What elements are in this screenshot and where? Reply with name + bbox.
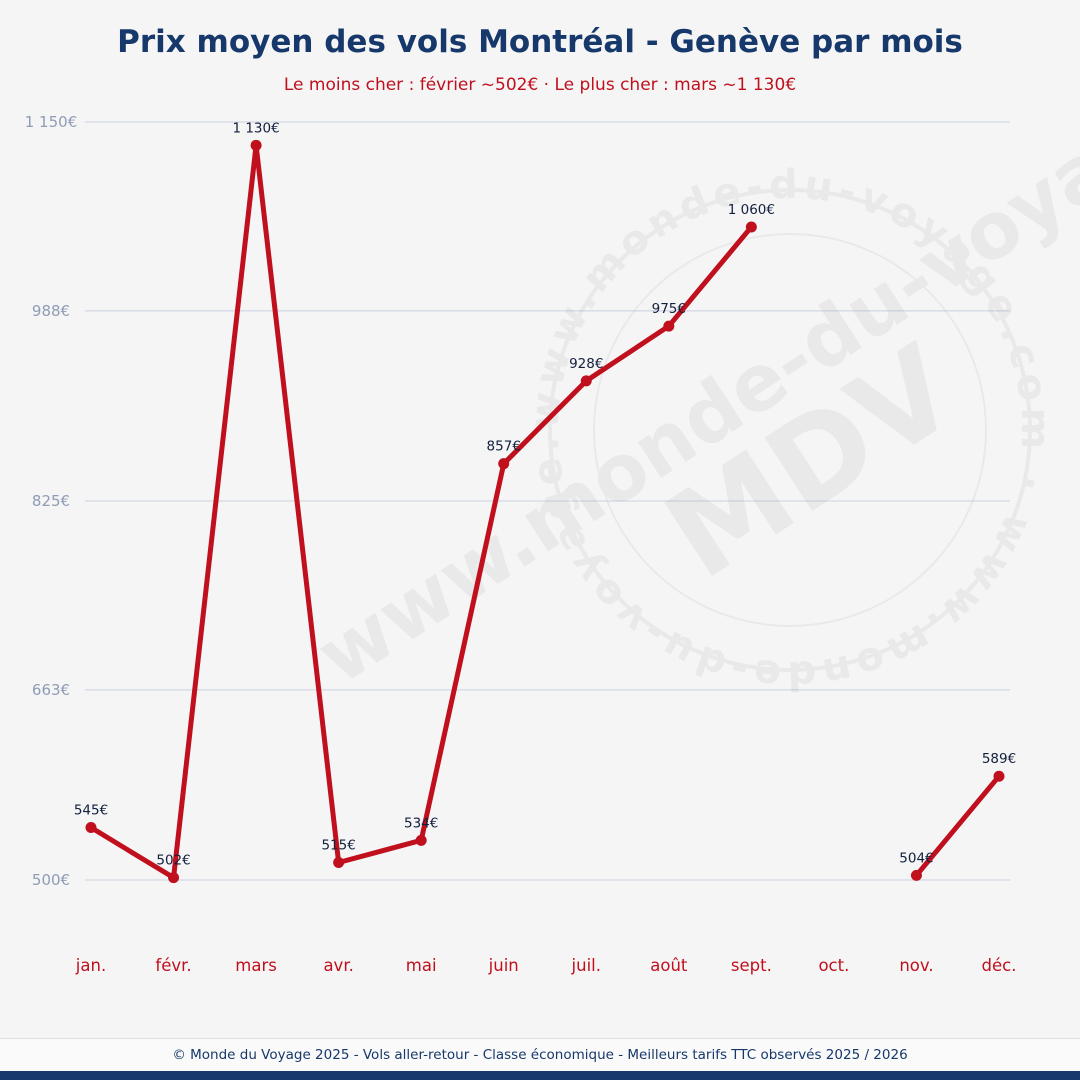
point-labels-layer: 545€ 502€ 1 130€ 515€ 534€ 857€ 928€ 975€ 1 060€…	[74, 120, 1016, 868]
data-point-label: 589€	[982, 751, 1016, 767]
data-point-marker	[85, 822, 97, 834]
data-point-marker	[415, 834, 427, 846]
data-point-label: 1 060€	[728, 202, 775, 218]
data-point-label: 504€	[899, 850, 933, 866]
x-axis-month-label: déc.	[982, 956, 1017, 975]
y-axis-tick-label: 663€	[32, 681, 70, 699]
x-axis-month-label: jan.	[75, 956, 106, 975]
x-axis-month-label: avr.	[323, 956, 353, 975]
chart-title: Prix moyen des vols Montréal - Genève pa…	[117, 24, 963, 60]
data-point-label: 975€	[652, 301, 686, 317]
footer-brand-bar	[0, 1071, 1080, 1080]
x-axis-month-label: juin	[488, 956, 519, 975]
x-axis-month-label: mars	[235, 956, 277, 975]
data-point-label: 857€	[487, 439, 521, 455]
x-axis-month-label: août	[650, 956, 688, 975]
data-point-marker	[580, 375, 592, 387]
x-axis-month-label: oct.	[818, 956, 849, 975]
chart-subtitle: Le moins cher : février ~502€ · Le plus …	[283, 75, 797, 95]
data-point-label: 515€	[321, 838, 355, 854]
price-line-chart: 1 150€ 988€ 825€ 663€ 500€ www.monde-du-voya…	[0, 0, 1080, 975]
data-point-marker	[663, 320, 675, 332]
footer-text: © Monde du Voyage 2025 - Vols aller-reto…	[0, 1039, 1080, 1071]
data-point-label: 502€	[156, 853, 190, 869]
price-line-segment	[913, 773, 1002, 878]
x-axis-month-label: juil.	[571, 956, 601, 975]
watermark: www.monde-du-voyage.com · www.monde-du-v…	[0, 0, 1080, 702]
data-point-marker	[910, 869, 922, 881]
y-axis-tick-label: 825€	[32, 492, 70, 510]
x-axis-month-label: févr.	[155, 956, 191, 975]
data-point-marker	[498, 458, 510, 470]
x-axis-month-label: sept.	[731, 956, 772, 975]
series-layer	[85, 139, 1005, 884]
grid-layer: 1 150€ 988€ 825€ 663€ 500€	[25, 113, 1010, 889]
watermark-inner-ring	[593, 233, 987, 627]
y-axis-tick-label: 988€	[32, 302, 70, 320]
data-point-marker	[333, 857, 345, 869]
data-point-marker	[250, 139, 262, 151]
data-point-label: 928€	[569, 356, 603, 372]
data-point-label: 545€	[74, 803, 108, 819]
footer-divider	[0, 1038, 1080, 1039]
data-point-marker	[745, 221, 757, 233]
x-axis-labels-layer: jan. févr. mars avr. mai juin juil. août sept. oc…	[75, 956, 1017, 975]
y-axis-tick-label: 1 150€	[25, 113, 78, 131]
x-axis-month-label: nov.	[899, 956, 933, 975]
data-point-marker	[993, 770, 1005, 782]
data-point-label: 1 130€	[232, 120, 279, 136]
watermark-outer-ring	[548, 188, 1032, 672]
data-point-label: 534€	[404, 815, 438, 831]
y-axis-tick-label: 500€	[32, 871, 70, 889]
data-point-marker	[168, 872, 180, 884]
x-axis-month-label: mai	[406, 956, 437, 975]
footer: © Monde du Voyage 2025 - Vols aller-reto…	[0, 1038, 1080, 1080]
